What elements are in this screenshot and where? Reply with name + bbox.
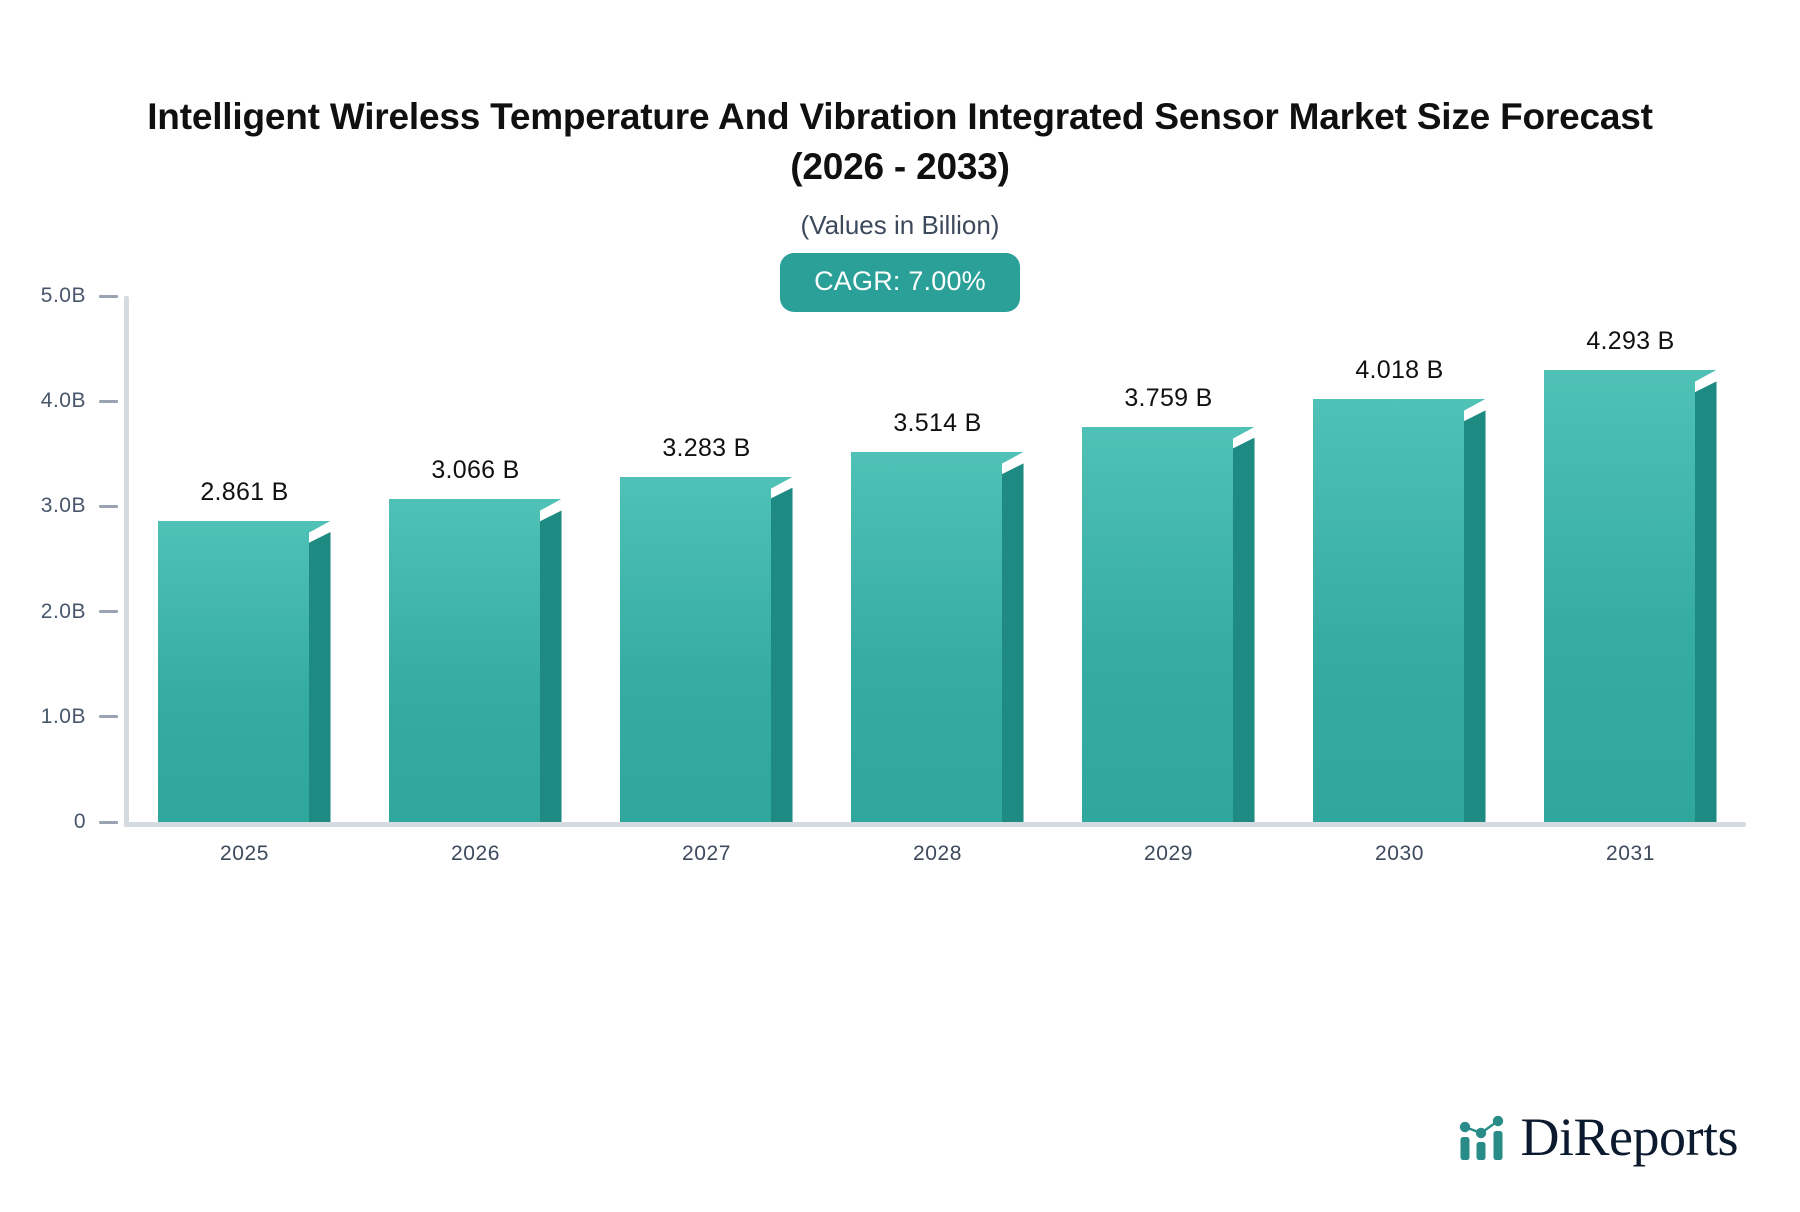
x-axis-tick-label: 2029 <box>1143 842 1194 865</box>
y-axis-tick-label: 0 <box>73 810 86 833</box>
y-axis-tick: 1.0B <box>41 705 118 729</box>
cagr-badge-wrapper: CAGR: 7.00% <box>0 252 1800 312</box>
bar-front-face <box>620 476 771 822</box>
bar-value-label: 3.514 B <box>893 409 982 438</box>
bar-group[interactable]: 3.066 B <box>389 296 562 822</box>
bar-front-face <box>389 499 540 822</box>
bar-top-bevel <box>770 476 793 489</box>
bar-side-face <box>770 487 793 822</box>
bar-value-label: 3.066 B <box>431 456 520 485</box>
y-axis-tick-label: 5.0B <box>40 284 86 307</box>
y-axis-tick-label: 1.0B <box>40 704 86 728</box>
bar-top-bevel <box>308 521 331 534</box>
x-axis-tick-label: 2025 <box>219 842 270 865</box>
bar-side-face <box>539 510 562 822</box>
y-axis-tick-mark <box>99 715 118 719</box>
bar-top-bevel <box>1694 370 1717 383</box>
bar-group[interactable]: 4.018 B <box>1313 296 1486 822</box>
y-axis-tick: 4.0B <box>41 389 118 413</box>
direports-logo: DiReports <box>1457 1107 1739 1167</box>
x-axis-tick-label: 2030 <box>1374 842 1425 865</box>
cagr-badge: CAGR: 7.00% <box>780 252 1020 312</box>
plot-area: 0 1.0B 2.0B 3.0B 4.0B 5.0B 2.861 B 3.066 B 3.28… <box>0 284 1800 865</box>
bar[interactable] <box>1082 426 1255 822</box>
y-axis: 0 1.0B 2.0B 3.0B 4.0B 5.0B <box>0 284 118 833</box>
y-axis-tick-mark <box>99 504 118 508</box>
bar-group[interactable]: 3.283 B <box>620 296 793 822</box>
bars-layer: 2.861 B 3.066 B 3.283 B 3.514 B 3.759 B 4.018… <box>129 296 1746 822</box>
y-axis-tick-mark <box>99 610 118 614</box>
bar-top-bevel <box>539 499 562 512</box>
bar-front-face <box>851 452 1002 822</box>
bar-front-face <box>1082 426 1233 822</box>
logo-wordmark: DiReports <box>1520 1107 1739 1167</box>
bar-side-face <box>1001 463 1024 822</box>
x-axis-tick-label: 2028 <box>912 842 963 865</box>
chart-header: Intelligent Wireless Temperature And Vib… <box>0 92 1800 312</box>
bar-side-face <box>1694 381 1717 822</box>
y-axis-line <box>124 296 129 827</box>
bar-side-face <box>308 532 331 822</box>
bar[interactable] <box>1313 399 1486 822</box>
bar-chart-icon <box>1459 1115 1503 1160</box>
y-axis-tick-mark <box>99 820 118 824</box>
chart-subtitle: (Values in Billion) <box>800 209 1000 240</box>
bar-group[interactable]: 3.759 B <box>1082 296 1255 822</box>
bar-value-label: 3.283 B <box>662 433 751 462</box>
x-axis-tick-label: 2026 <box>450 842 501 865</box>
x-axis: 2025 2026 2027 2028 2029 2030 2031 <box>129 842 1746 882</box>
y-axis-tick-label: 4.0B <box>40 389 86 413</box>
bar[interactable] <box>851 452 1024 822</box>
bar-value-label: 4.293 B <box>1586 327 1675 356</box>
bar-top-bevel <box>1001 452 1024 465</box>
y-axis-tick: 5.0B <box>41 284 118 308</box>
y-axis-tick: 0 <box>74 810 118 834</box>
y-axis-tick-mark <box>99 399 118 403</box>
bar[interactable] <box>389 499 562 822</box>
y-axis-tick-mark <box>99 294 118 298</box>
bar-group[interactable]: 4.293 B <box>1544 296 1717 822</box>
bar-side-face <box>1232 437 1255 822</box>
bar[interactable] <box>158 521 331 822</box>
bar-top-bevel <box>1463 399 1486 412</box>
bar[interactable] <box>620 476 793 822</box>
bar-group[interactable]: 3.514 B <box>851 296 1024 822</box>
bar-value-label: 2.861 B <box>200 478 289 507</box>
bar-front-face <box>1313 399 1464 822</box>
bar-value-label: 3.759 B <box>1124 383 1213 412</box>
x-axis-tick-label: 2027 <box>681 842 732 865</box>
y-axis-tick-label: 3.0B <box>40 494 86 518</box>
y-axis-tick: 3.0B <box>41 494 118 518</box>
bar[interactable] <box>1544 370 1717 822</box>
bar-value-label: 4.018 B <box>1355 356 1444 385</box>
y-axis-tick: 2.0B <box>41 600 118 624</box>
bar-front-face <box>1544 370 1695 822</box>
bar-top-bevel <box>1232 426 1255 439</box>
bar-front-face <box>158 521 309 822</box>
x-axis-line <box>124 822 1746 827</box>
y-axis-tick-label: 2.0B <box>40 599 86 623</box>
x-axis-tick-label: 2031 <box>1605 842 1656 865</box>
bar-group[interactable]: 2.861 B <box>158 296 331 822</box>
chart-title: Intelligent Wireless Temperature And Vib… <box>147 96 1653 187</box>
bar-side-face <box>1463 410 1486 822</box>
